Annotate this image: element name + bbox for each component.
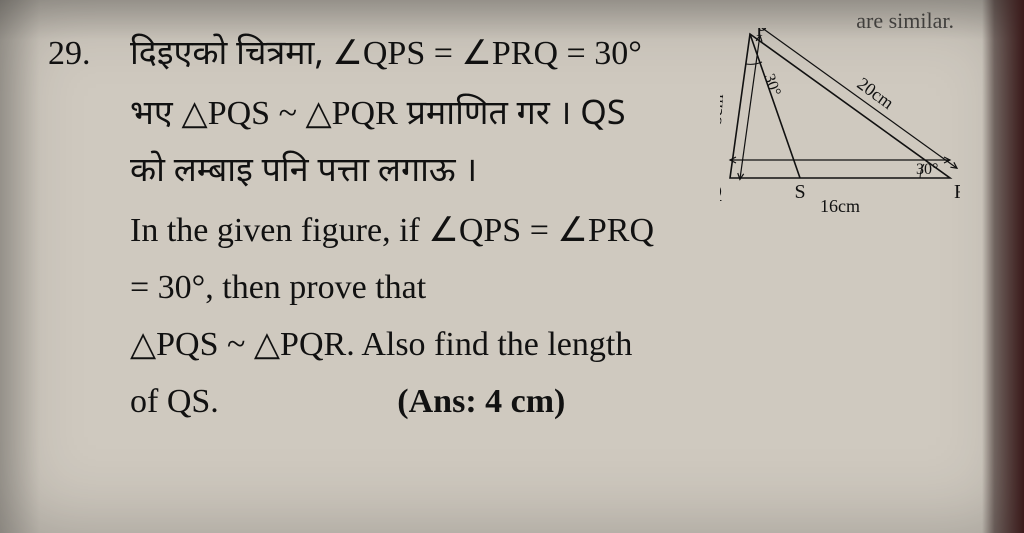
figure-svg: 8cm 20cm 16cm P Q R S 30° 30°	[720, 28, 960, 228]
svg-text:Q: Q	[720, 181, 723, 203]
svg-text:S: S	[794, 181, 805, 203]
line6-math: △PQS ~ △PQR.	[130, 326, 355, 363]
line-5: = 30°, then prove that	[130, 262, 715, 313]
page: are similar. 29. दिइएको चित्रमा, ∠QPS = …	[0, 0, 1024, 533]
shadow-left	[0, 0, 40, 533]
line-1: दिइएको चित्रमा, ∠QPS = ∠PRQ = 30°	[130, 28, 715, 82]
line2-dev-b: प्रमाणित गर । QS	[398, 94, 626, 138]
svg-text:P: P	[756, 28, 767, 41]
line6-en: Also find the length	[355, 326, 633, 363]
line2-math: △PQS ~ △PQR	[182, 95, 398, 132]
svg-text:8cm: 8cm	[720, 93, 727, 125]
question-number: 29.	[48, 28, 91, 79]
line2-dev-a: भए	[130, 94, 182, 138]
line7-en: of QS.	[130, 383, 219, 420]
line-3: को लम्बाइ पनि पत्ता लगाऊ ।	[130, 148, 715, 199]
answer-label: (Ans: 4 cm)	[397, 376, 565, 427]
question-text: दिइएको चित्रमा, ∠QPS = ∠PRQ = 30° भए △PQ…	[130, 28, 715, 433]
svg-text:30°: 30°	[760, 72, 784, 99]
line-2: भए △PQS ~ △PQR प्रमाणित गर । QS	[130, 88, 715, 142]
svg-text:R: R	[954, 181, 960, 203]
hand-edge-shadow	[982, 0, 1024, 533]
line1-devanagari: दिइएको चित्रमा,	[130, 34, 332, 78]
line1-math: ∠QPS = ∠PRQ = 30°	[332, 35, 641, 72]
line4-en: In the given figure, if	[130, 212, 428, 249]
line4-math: ∠QPS = ∠PRQ	[428, 212, 654, 249]
triangle-figure: 8cm 20cm 16cm P Q R S 30° 30°	[720, 28, 960, 228]
line-4: In the given figure, if ∠QPS = ∠PRQ	[130, 205, 715, 256]
svg-text:16cm: 16cm	[820, 196, 860, 216]
svg-text:20cm: 20cm	[853, 73, 897, 113]
line-6: △PQS ~ △PQR. Also find the length	[130, 319, 715, 370]
svg-text:30°: 30°	[916, 161, 938, 178]
line-7: of QS. (Ans: 4 cm)	[130, 376, 715, 427]
